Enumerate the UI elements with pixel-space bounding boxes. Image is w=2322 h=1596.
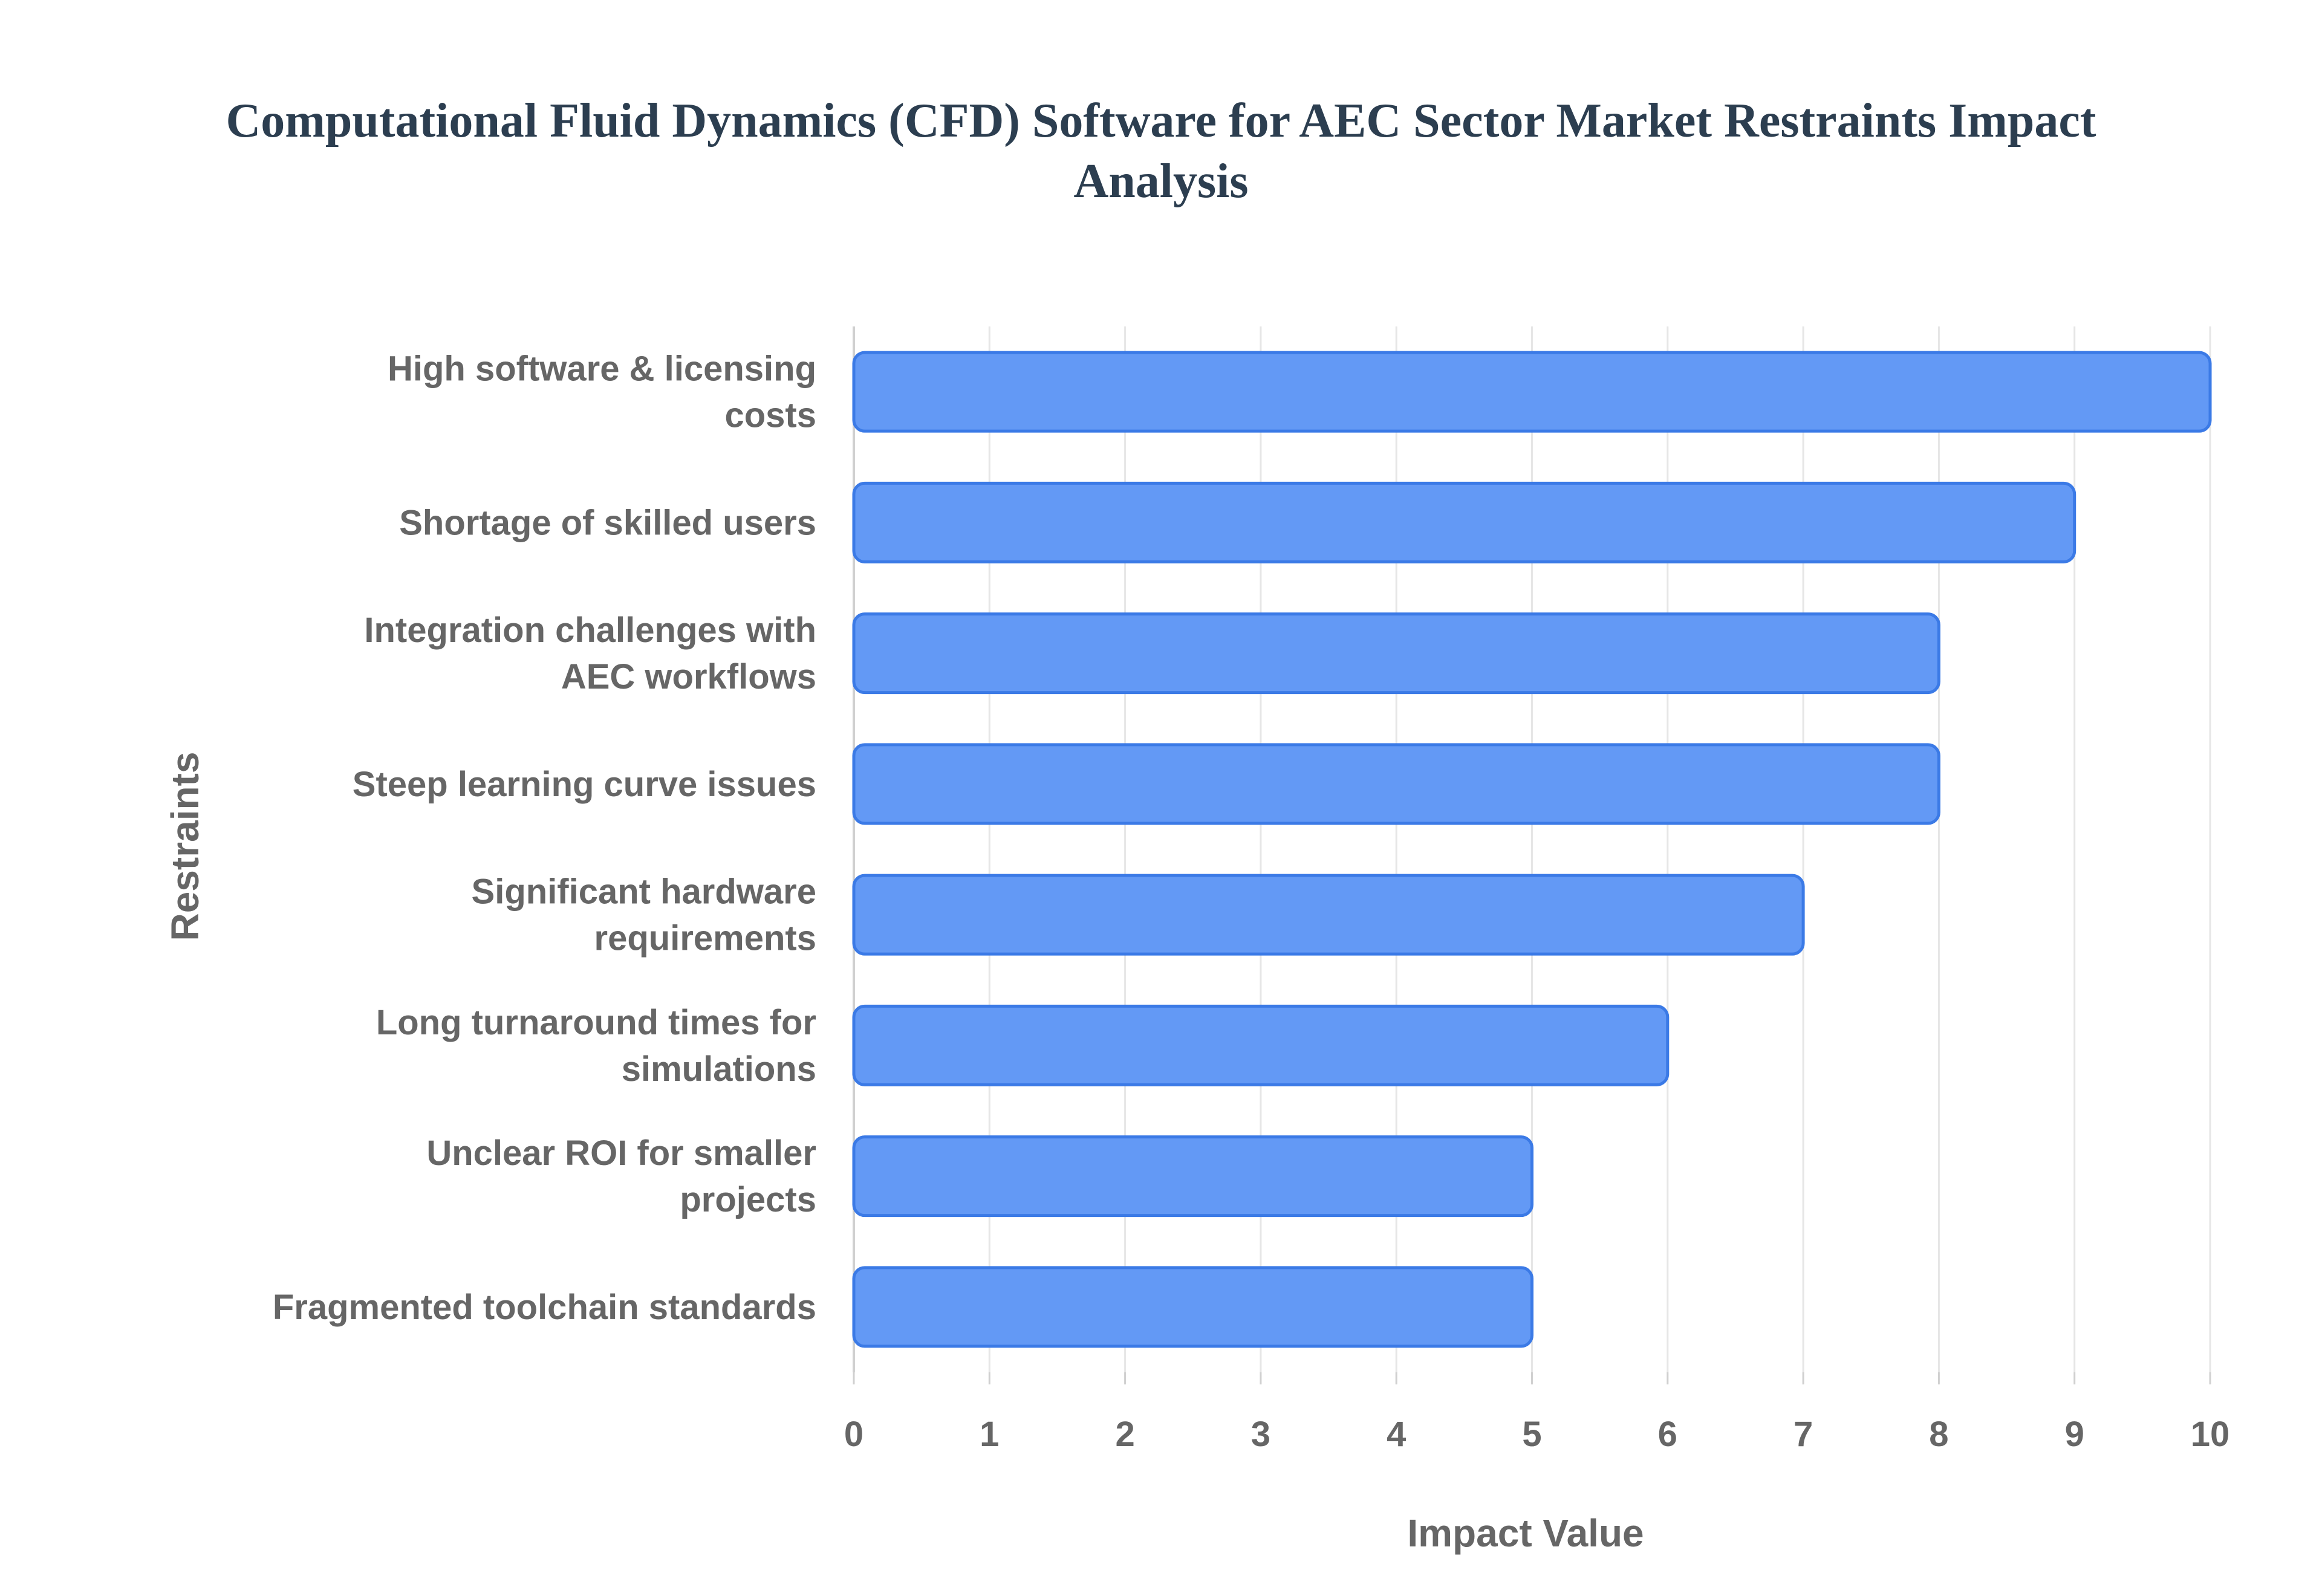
x-tick-label: 6 (1658, 1415, 1677, 1454)
y-tick-label: Fragmented toolchain standards (273, 1288, 816, 1327)
x-tick-label: 4 (1387, 1415, 1406, 1454)
x-tick-label: 9 (2065, 1415, 2084, 1454)
bar (852, 1266, 1533, 1348)
bars (852, 351, 2212, 1348)
x-tick-label: 7 (1794, 1415, 1813, 1454)
bar (852, 612, 1940, 695)
x-tick-label: 3 (1251, 1415, 1270, 1454)
x-tick-label: 2 (1115, 1415, 1134, 1454)
y-tick-label: Shortage of skilled users (399, 503, 816, 542)
x-tick-label: 1 (980, 1415, 999, 1454)
chart-title-line-1: Computational Fluid Dynamics (CFD) Softw… (226, 94, 2096, 148)
x-tick-label: 10 (2191, 1415, 2230, 1454)
y-tick-label: Unclear ROI for smaller projects (426, 1134, 816, 1219)
bar (852, 743, 1940, 825)
y-tick-label: High software & licensing costs (388, 349, 816, 435)
y-tick-label: Significant hardware requirements (472, 872, 816, 958)
bar (852, 481, 2076, 563)
bar (852, 1004, 1670, 1086)
x-tick-labels: 0 1 2 3 4 5 6 7 8 9 10 (844, 1415, 2229, 1454)
bar (852, 874, 1805, 956)
y-tick-label: Steep learning curve issues (353, 765, 816, 804)
x-tick-label: 5 (1522, 1415, 1541, 1454)
x-axis-title: Impact Value (1407, 1511, 1644, 1555)
y-tick-label: Long turnaround times for simulations (376, 1003, 816, 1089)
y-tick-label: Integration challenges with AEC workflows (364, 611, 816, 696)
x-tick-label: 0 (844, 1415, 863, 1454)
y-axis-title: Restraints (163, 752, 207, 941)
chart-title: Computational Fluid Dynamics (CFD) Softw… (121, 91, 2201, 212)
x-tick-label: 8 (1929, 1415, 1948, 1454)
bar (852, 1135, 1533, 1218)
y-tick-labels: High software & licensing costs Shortage o… (273, 349, 816, 1327)
chart-title-line-2: Analysis (1073, 155, 1249, 208)
bar (852, 351, 2212, 433)
